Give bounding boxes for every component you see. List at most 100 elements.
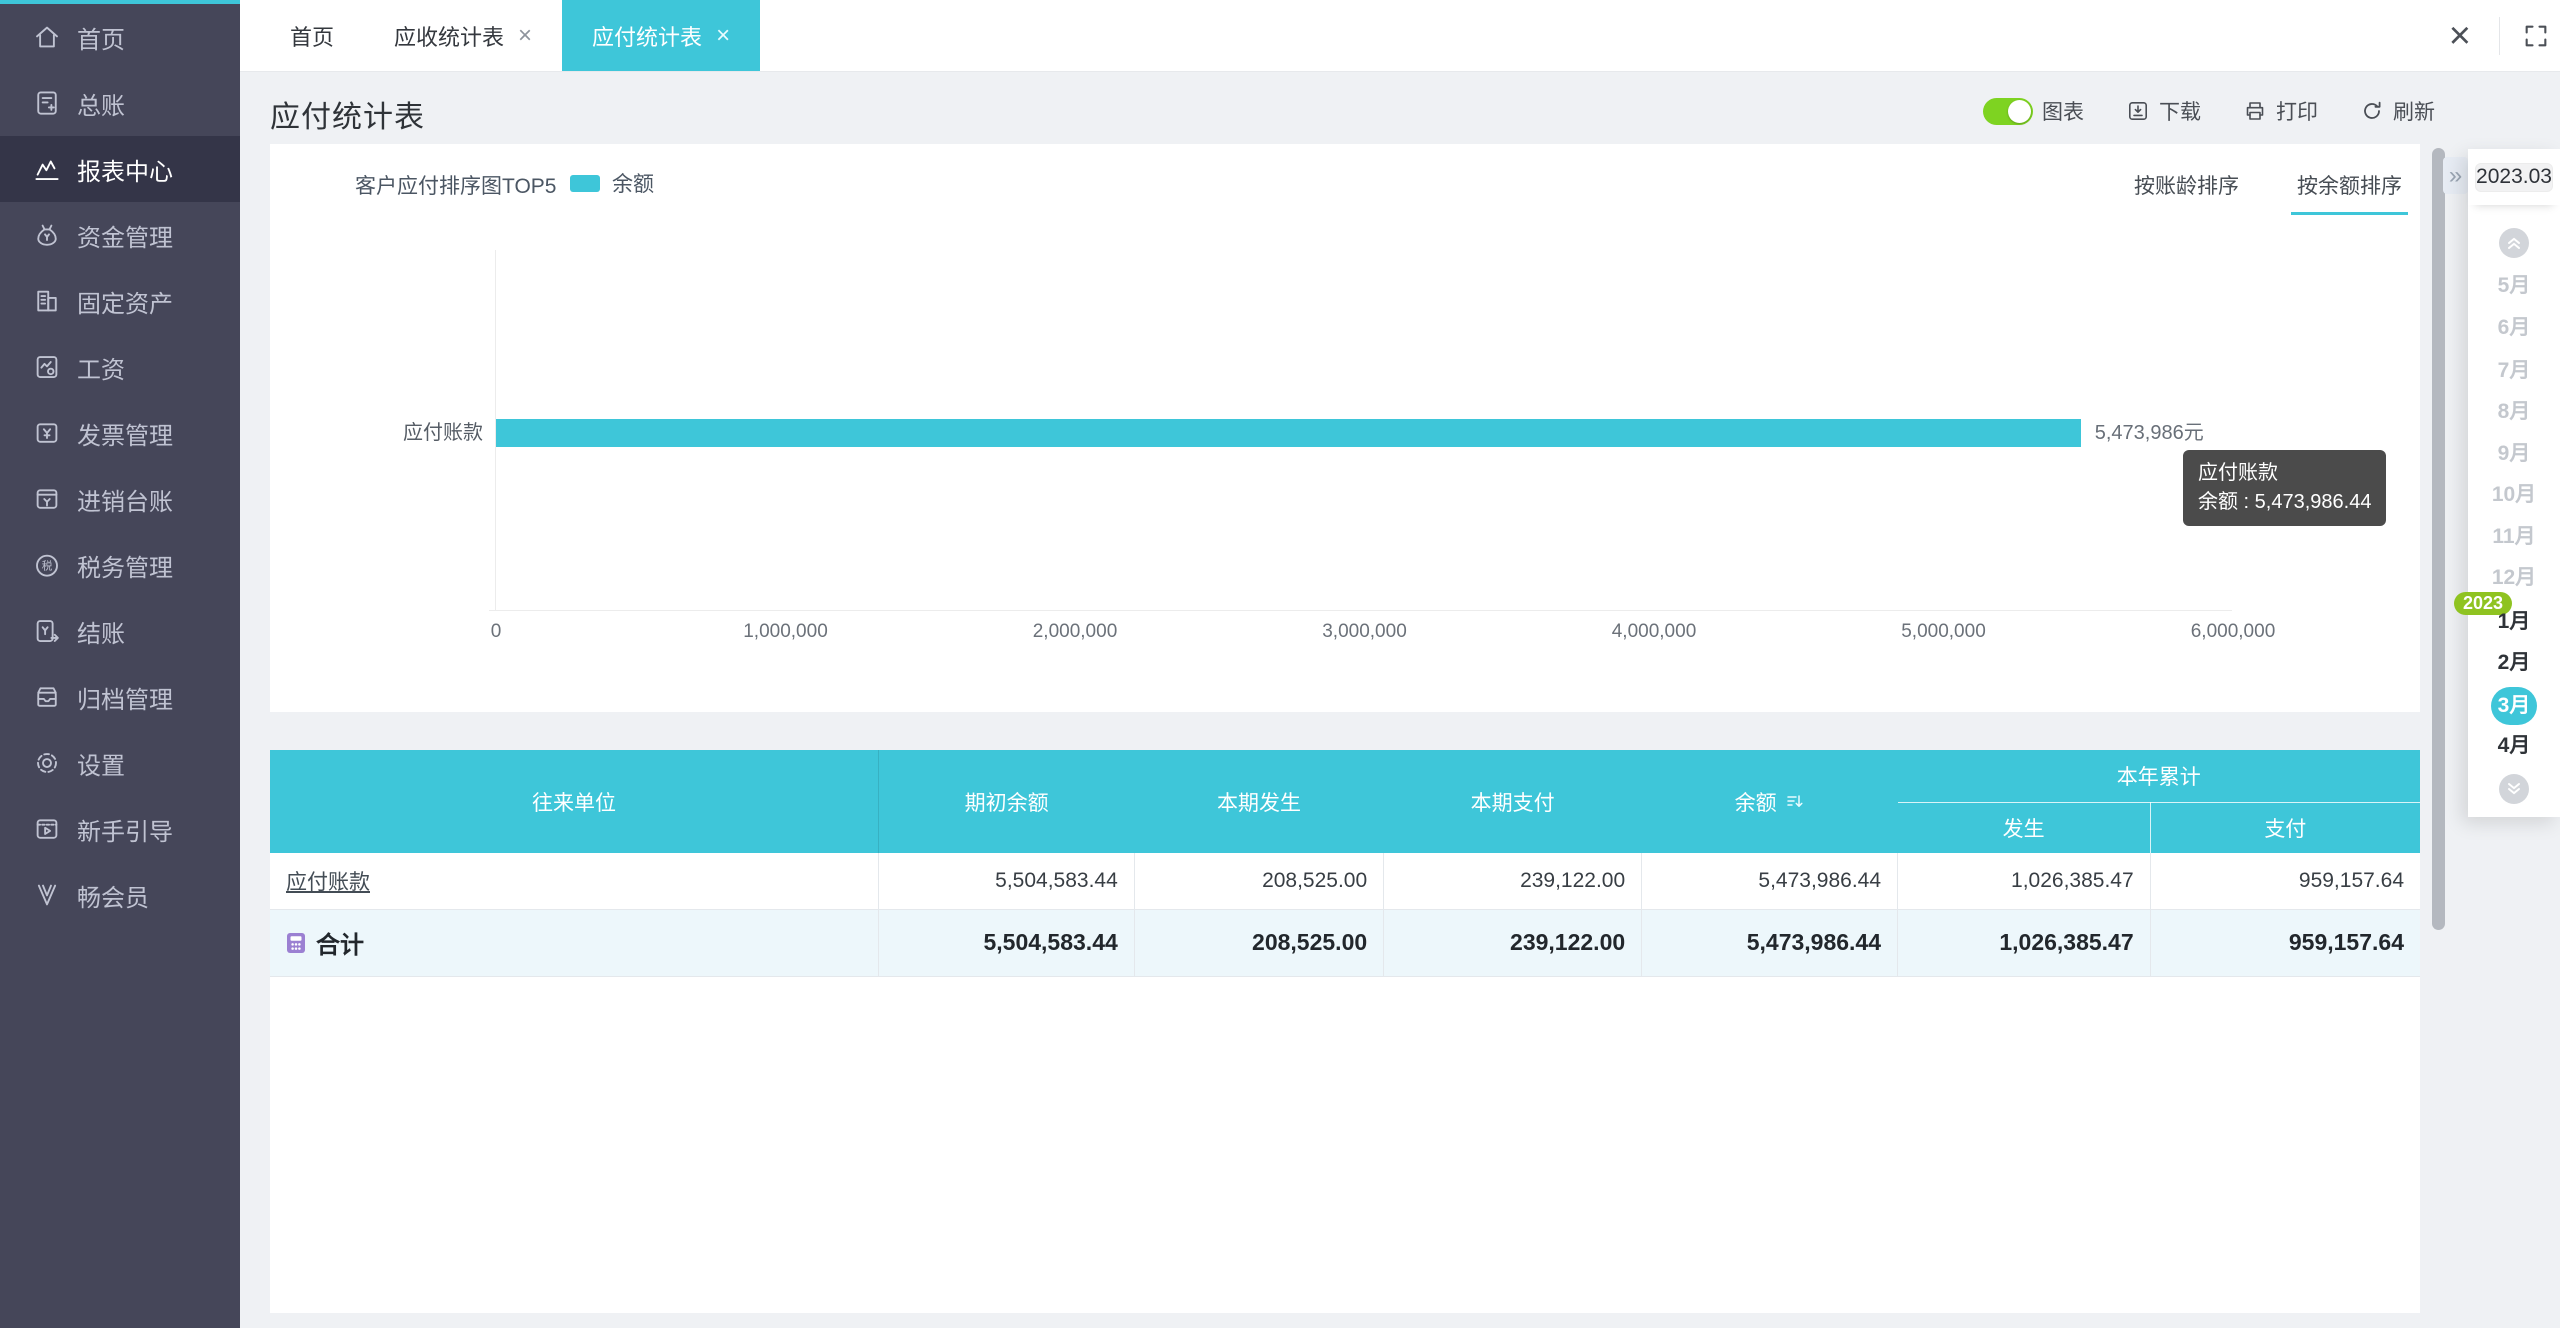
col-header-ytd-incurred: 发生	[1897, 802, 2151, 853]
col-header-balance-label: 余额	[1734, 791, 1777, 815]
month-item-march-selected[interactable]: 3月	[2468, 687, 2560, 725]
tutorial-video-icon	[32, 814, 62, 844]
col-header-balance-sortable[interactable]: 余额	[1641, 750, 1898, 853]
sidebar-item-general-ledger[interactable]: 总账	[0, 70, 240, 136]
chart-y-axis-line	[495, 250, 496, 610]
svg-text:税: 税	[42, 559, 53, 572]
sidebar-item-invoice-management[interactable]: 发票管理	[0, 400, 240, 466]
chart-tooltip: 应付账款 余额 : 5,473,986.44	[2183, 450, 2387, 526]
sidebar-item-label: 归档管理	[77, 686, 173, 714]
sort-by-aging-link[interactable]: 按账龄排序	[2134, 175, 2239, 198]
x-axis-ticks: 0 1,000,000 2,000,000 3,000,000 4,000,00…	[491, 621, 2276, 643]
cell-balance: 5,473,986.44	[1641, 853, 1899, 910]
sidebar-item-report-center[interactable]: 报表中心	[0, 136, 240, 202]
sidebar-item-label: 总账	[77, 92, 125, 120]
month-item-july[interactable]: 7月	[2497, 359, 2531, 382]
scroll-up-icon[interactable]	[2499, 228, 2529, 258]
month-item-september[interactable]: 9月	[2497, 442, 2531, 465]
month-item-april[interactable]: 4月	[2497, 734, 2531, 757]
month-item-november[interactable]: 11月	[2492, 525, 2536, 548]
gear-icon	[32, 748, 62, 778]
sidebar-item-label: 首页	[77, 26, 125, 54]
col-header-opening-balance: 期初余额	[878, 750, 1135, 853]
sidebar-item-purchase-sales-ledger[interactable]: 进销台账	[0, 466, 240, 532]
refresh-label: 刷新	[2393, 101, 2435, 124]
sidebar-item-settings[interactable]: 设置	[0, 730, 240, 796]
sidebar-item-archive-management[interactable]: 归档管理	[0, 664, 240, 730]
sidebar-item-label: 设置	[77, 752, 125, 780]
month-item-october[interactable]: 10月	[2491, 483, 2537, 506]
month-item-february[interactable]: 2月	[2497, 651, 2531, 674]
sidebar-item-fixed-assets[interactable]: 固定资产	[0, 268, 240, 334]
sidebar-item-closing[interactable]: 结账	[0, 598, 240, 664]
scroll-down-icon[interactable]	[2499, 774, 2529, 804]
x-tick: 0	[490, 621, 502, 642]
sidebar-item-home[interactable]: 首页	[0, 4, 240, 70]
sidebar-item-label: 进销台账	[77, 488, 173, 516]
total-balance: 5,473,986.44	[1641, 909, 1899, 977]
sort-options: 按账龄排序 按余额排序	[2128, 170, 2408, 215]
tab-payable-report[interactable]: 应付统计表 ×	[562, 0, 761, 71]
print-button[interactable]: 打印	[2243, 96, 2318, 126]
payable-account-link[interactable]: 应付账款	[286, 870, 370, 894]
chart-toggle-label: 图表	[2042, 101, 2084, 124]
calculator-icon	[287, 932, 305, 953]
total-current-incurred: 208,525.00	[1134, 909, 1385, 977]
col-header-unit: 往来单位	[270, 750, 879, 853]
month-item-december[interactable]: 12月	[2491, 566, 2537, 589]
period-panel: 2023.03 5月 6月 7月 8月 9月 10月 11月 12月 2023 …	[2454, 149, 2560, 817]
tab-bar: 首页 应收统计表 × 应付统计表 × ×	[240, 0, 2560, 72]
balance-bar[interactable]	[496, 419, 2081, 447]
tab-close-icon[interactable]: ×	[518, 21, 533, 49]
refresh-button[interactable]: 刷新	[2360, 96, 2435, 126]
cell-ytd-paid: 959,157.64	[2150, 853, 2420, 910]
tab-home[interactable]: 首页	[260, 0, 364, 71]
legend-swatch	[570, 174, 600, 192]
tab-receivable-report[interactable]: 应收统计表 ×	[364, 0, 562, 71]
sidebar-item-fund-management[interactable]: 资金管理	[0, 202, 240, 268]
total-ytd-paid: 959,157.64	[2150, 909, 2420, 977]
sidebar-item-label: 工资	[77, 356, 125, 384]
table-row: 应付账款 5,504,583.44 208,525.00 239,122.00 …	[270, 853, 2420, 910]
month-item-january[interactable]: 1月	[2497, 610, 2531, 633]
vertical-scrollbar[interactable]	[2432, 148, 2445, 930]
bar-track	[496, 419, 2233, 447]
table-card: 往来单位 期初余额 本期发生 本期支付 余额 本年累计 发生 支付	[270, 750, 2420, 1313]
page-title: 应付统计表	[270, 101, 425, 134]
sidebar-item-salary[interactable]: 工资	[0, 334, 240, 400]
sidebar-item-label: 固定资产	[77, 290, 173, 318]
ledger-icon	[32, 88, 62, 118]
close-icon[interactable]: ×	[2448, 15, 2471, 57]
col-group-year-to-date: 本年累计	[1897, 750, 2420, 803]
sidebar-item-label: 税务管理	[77, 554, 173, 582]
col-header-current-incurred: 本期发生	[1134, 750, 1384, 853]
chart-category-label: 应付账款	[403, 422, 483, 444]
tab-close-icon[interactable]: ×	[716, 21, 731, 49]
sidebar-item-tax-management[interactable]: 税 税务管理	[0, 532, 240, 598]
month-item-may[interactable]: 5月	[2497, 274, 2531, 297]
collapse-panel-handle[interactable]: »	[2443, 157, 2468, 194]
download-button[interactable]: 下载	[2126, 96, 2201, 126]
month-item-august[interactable]: 8月	[2497, 400, 2531, 423]
chart-legend: 余额	[570, 168, 654, 198]
toggle-switch[interactable]	[1983, 97, 2033, 125]
fullscreen-icon[interactable]	[2522, 22, 2550, 50]
window-controls: ×	[2443, 0, 2550, 72]
sidebar-item-beginner-guide[interactable]: 新手引导	[0, 796, 240, 862]
sort-by-balance-link[interactable]: 按余额排序	[2291, 170, 2408, 215]
col-header-current-paid: 本期支付	[1383, 750, 1642, 853]
chart-title: 客户应付排序图TOP5	[355, 175, 557, 198]
chart-toggle[interactable]: 图表	[1983, 96, 2084, 126]
col-header-ytd-paid: 支付	[2150, 802, 2420, 853]
tab-label: 应付统计表	[592, 24, 703, 50]
sidebar-item-member[interactable]: 畅会员	[0, 862, 240, 928]
divider	[2499, 17, 2500, 55]
total-row: 合计 5,504,583.44 208,525.00 239,122.00 5,…	[270, 909, 2420, 977]
month-item-june[interactable]: 6月	[2497, 316, 2531, 339]
sidebar-item-label: 发票管理	[77, 422, 173, 450]
cell-ytd-incurred: 1,026,385.47	[1897, 853, 2151, 910]
closing-icon	[32, 616, 62, 646]
building-icon	[32, 286, 62, 316]
brand-accent-strip	[0, 0, 240, 4]
